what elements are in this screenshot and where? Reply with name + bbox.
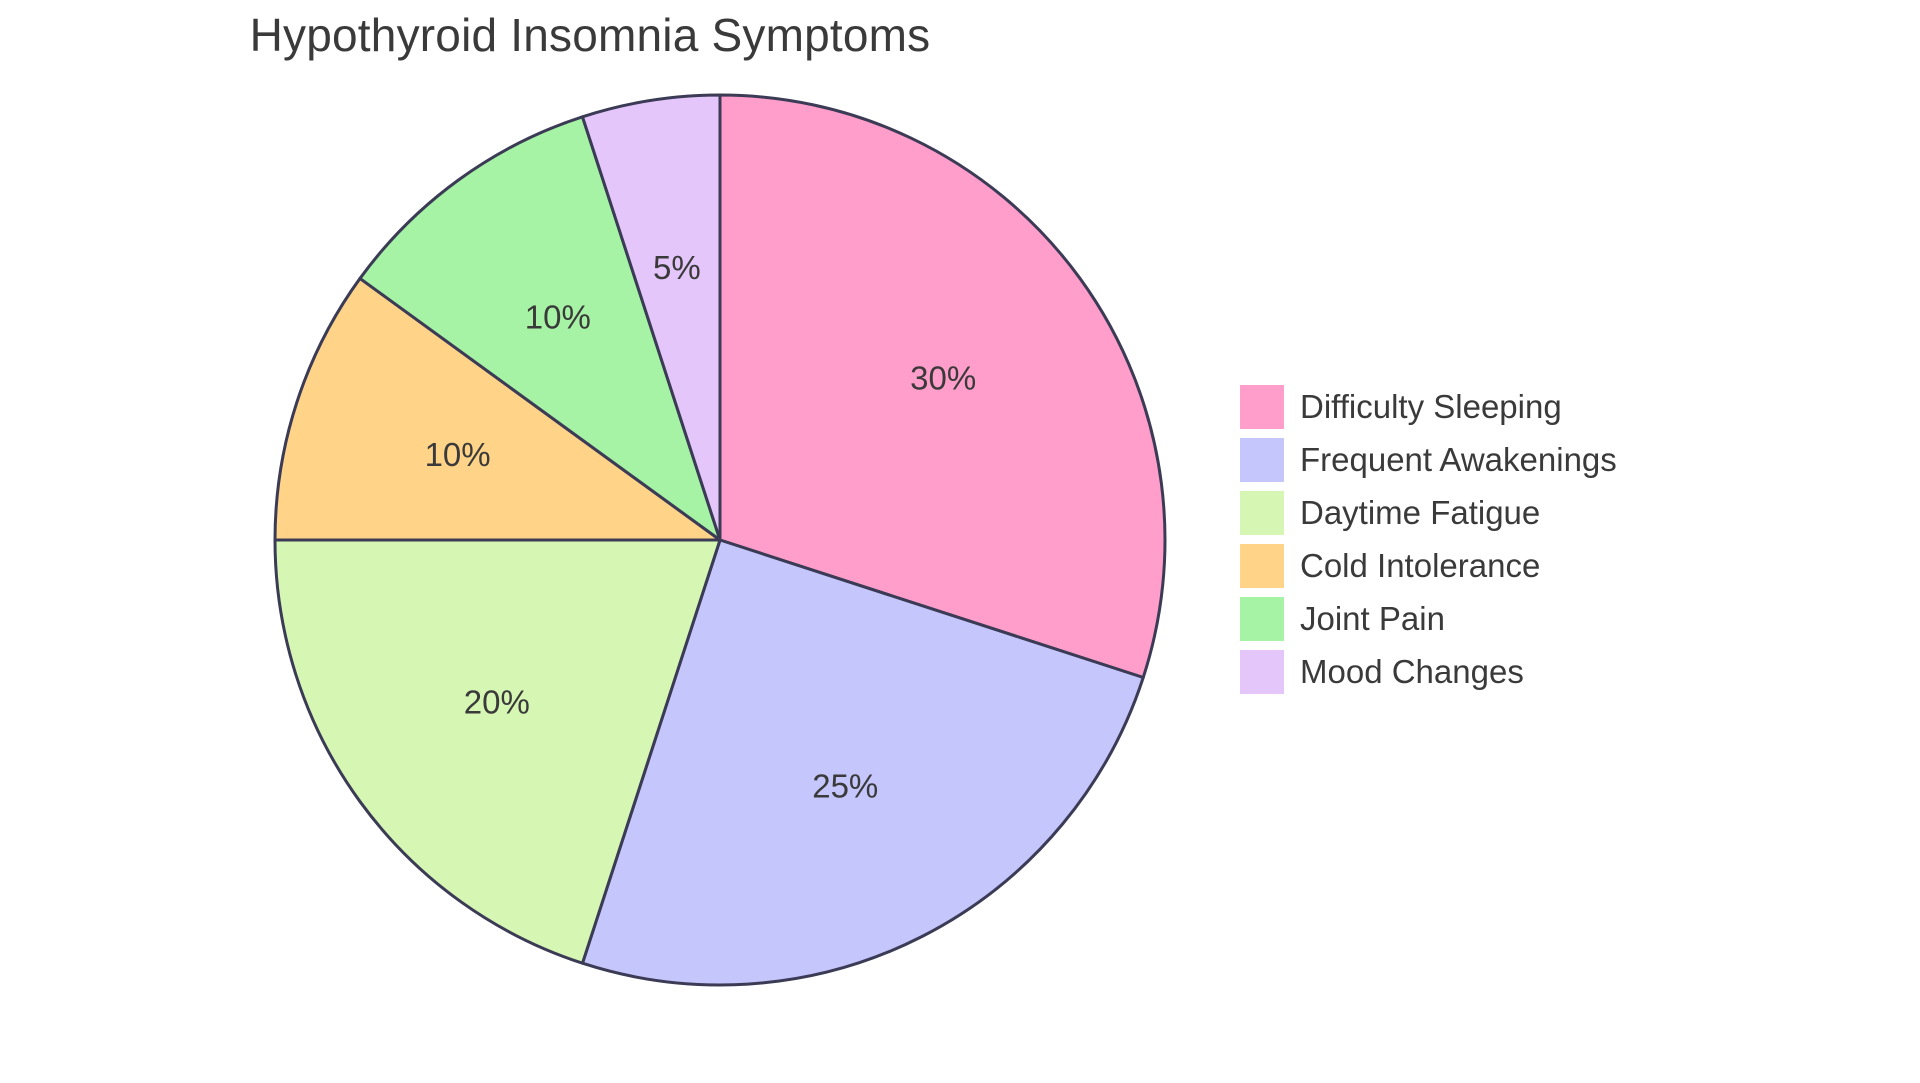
pie-slice-label: 30% [910,359,976,396]
pie-slice-label: 20% [464,684,530,721]
legend-swatch-icon [1240,491,1284,535]
page-title: Hypothyroid Insomnia Symptoms [249,9,931,61]
legend-item-label: Joint Pain [1300,600,1445,637]
pie-slice[interactable] [580,93,722,542]
legend-item[interactable]: Cold Intolerance [1240,544,1617,588]
legend-item[interactable]: Difficulty Sleeping [1240,385,1617,429]
legend-item[interactable]: Mood Changes [1240,650,1617,694]
pie-slice[interactable] [580,538,1145,987]
legend-item[interactable]: Daytime Fatigue [1240,491,1617,535]
legend-item[interactable]: Frequent Awakenings [1240,438,1617,482]
pie-slice[interactable] [358,115,722,542]
pie-slice-label: 25% [812,767,878,804]
legend-swatch-icon [1240,650,1284,694]
legend-swatch-icon [1240,597,1284,641]
legend-item-label: Frequent Awakenings [1300,441,1617,478]
pie-slice[interactable] [273,538,722,965]
legend-item-label: Daytime Fatigue [1300,494,1541,531]
pie-slice-label: 5% [653,249,701,286]
chart-legend: Difficulty Sleeping Frequent Awakenings Da… [1240,385,1617,694]
pie-slice-labels-group: 30% 25% 20% 10% 10% 5% [425,249,977,804]
legend-swatch-icon [1240,438,1284,482]
legend-item[interactable]: Joint Pain [1240,597,1617,641]
legend-item-label: Cold Intolerance [1300,547,1541,584]
pie-slice[interactable] [273,276,722,542]
legend-swatch-icon [1240,544,1284,588]
pie-slice[interactable] [718,93,1167,680]
legend-item-label: Mood Changes [1300,653,1524,690]
pie-slice-label: 10% [425,436,491,473]
legend-swatch-icon [1240,385,1284,429]
pie-slices-group [273,93,1167,987]
pie-slice-label: 10% [525,298,591,335]
legend-item-label: Difficulty Sleeping [1300,388,1562,425]
